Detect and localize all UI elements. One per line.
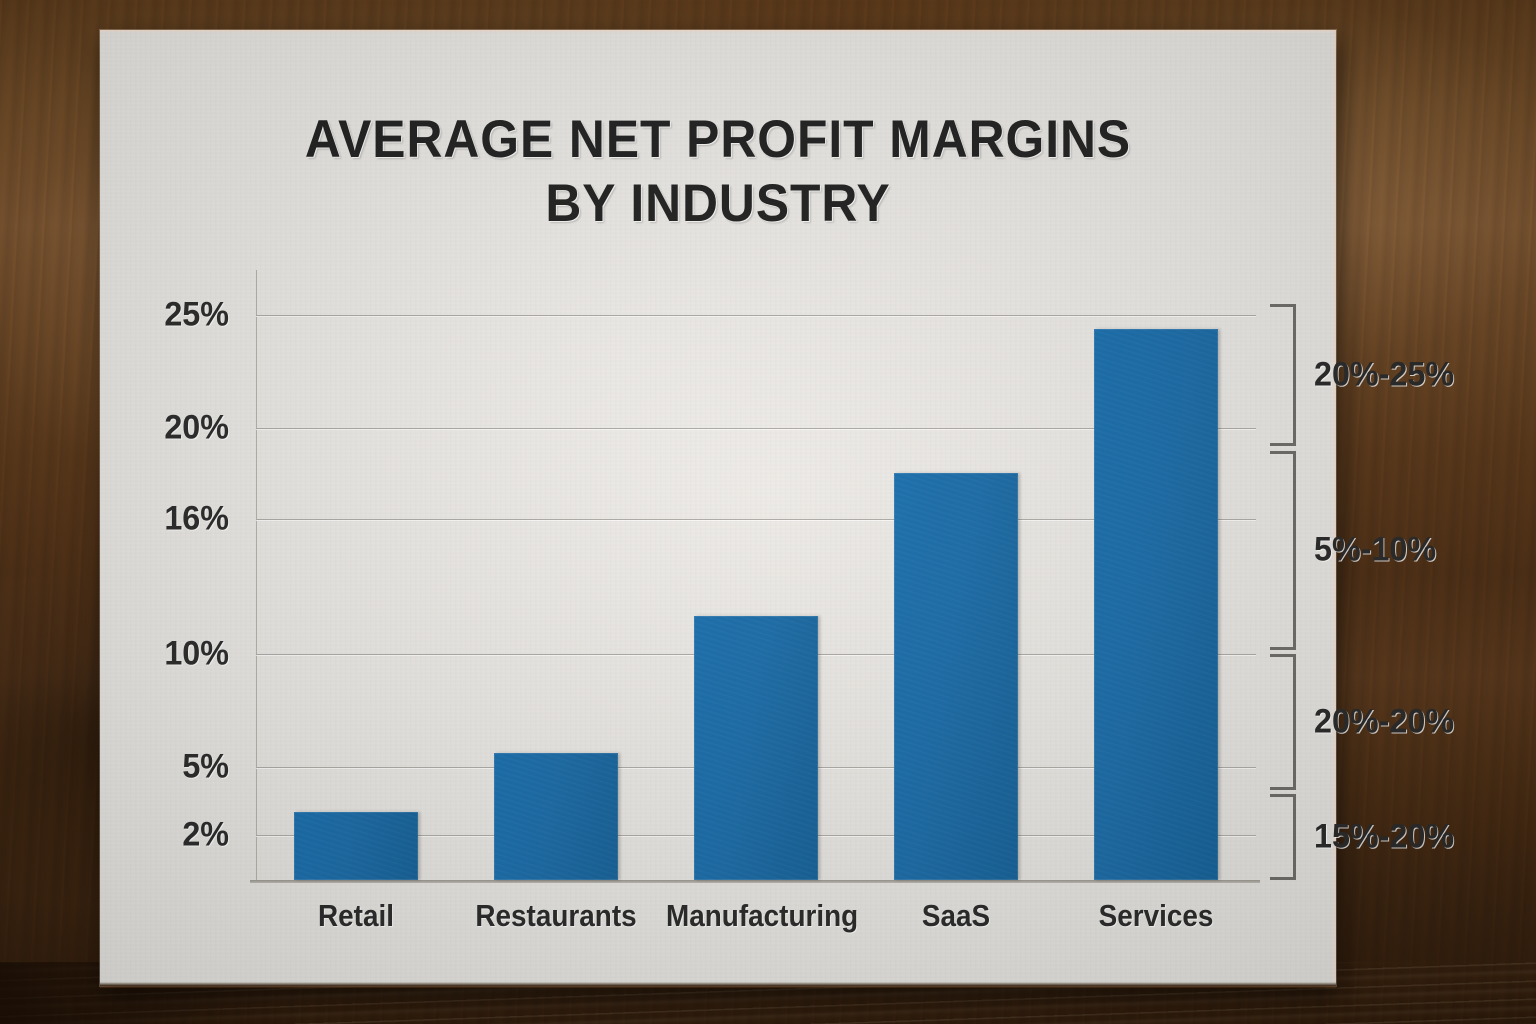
bar — [1094, 328, 1218, 881]
bar — [494, 753, 618, 880]
y-axis-tick-label: 5% — [182, 747, 229, 786]
paper-right-edge — [1332, 30, 1336, 986]
y-axis-tick-label: 25% — [164, 295, 229, 334]
x-axis-category-label: Retail — [318, 898, 394, 933]
chart-title: AVERAGE NET PROFIT MARGINS BY INDUSTRY — [100, 108, 1336, 236]
y-axis-tick-label: 20% — [164, 408, 229, 447]
plot-area: 25% 20% 16% 10% 5% 2% Retail Restaurants Manufa… — [164, 270, 1454, 933]
x-axis-category-label: Services — [1098, 898, 1214, 933]
chart-title-line-1: AVERAGE NET PROFIT MARGINS — [304, 110, 1132, 169]
x-axis-category-label: SaaS — [921, 898, 991, 933]
bar — [294, 812, 418, 880]
bar — [694, 615, 818, 881]
paper-bottom-edge — [100, 982, 1336, 986]
range-annotation-label: 20%-20% — [1314, 702, 1455, 741]
range-annotation-label: 20%-25% — [1314, 355, 1455, 394]
range-bracket — [1270, 654, 1296, 790]
gridline — [256, 315, 1256, 317]
range-annotation-label: 15%-20% — [1314, 817, 1455, 856]
x-axis-line — [250, 880, 1260, 883]
range-bracket — [1270, 794, 1296, 880]
range-bracket — [1270, 303, 1296, 447]
x-axis-category-label: Restaurants — [475, 898, 637, 933]
gridline — [256, 428, 1256, 430]
chart-title-line-2: BY INDUSTRY — [545, 174, 891, 233]
x-axis-category-label: Manufacturing — [666, 898, 859, 933]
chart-paper-card: AVERAGE NET PROFIT MARGINS BY INDUSTRY 2… — [100, 30, 1454, 986]
gridline — [256, 518, 1256, 520]
y-axis-line — [256, 270, 257, 880]
bar — [894, 473, 1018, 880]
paper-top-edge — [100, 30, 1336, 33]
y-axis-tick-label: 2% — [182, 815, 229, 854]
range-bracket — [1270, 450, 1296, 650]
y-axis-tick-label: 16% — [164, 499, 229, 538]
range-annotation-label: 5%-10% — [1314, 530, 1437, 569]
y-axis-tick-label: 10% — [164, 634, 229, 673]
